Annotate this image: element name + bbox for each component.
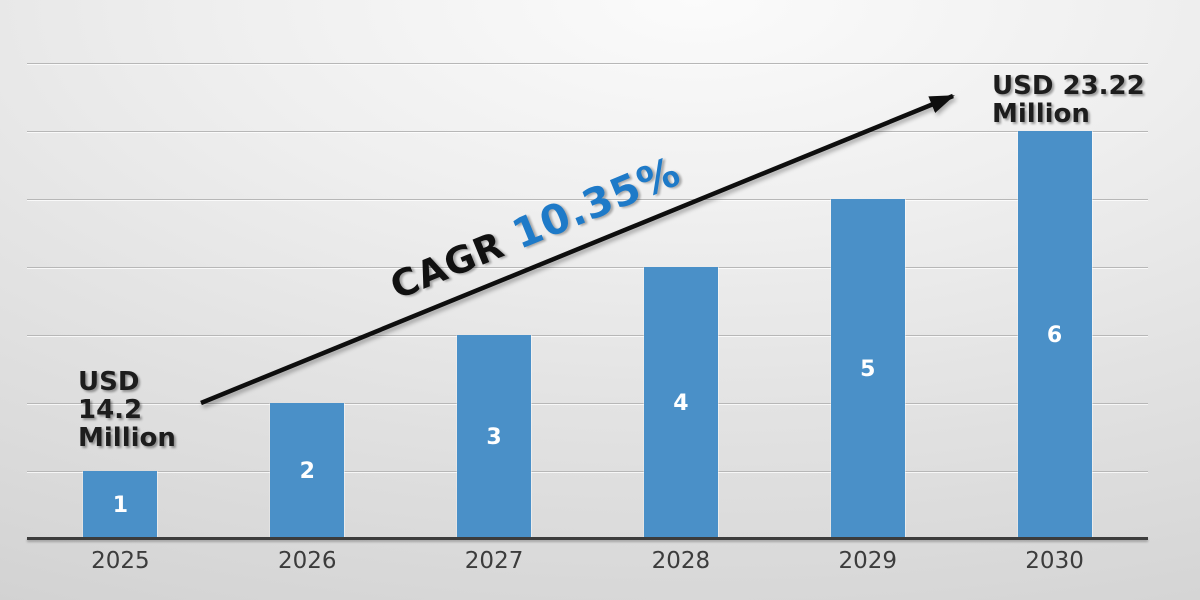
gridline <box>27 335 1148 336</box>
end-value-line1: USD 23.22 <box>992 71 1145 101</box>
start-value-annotation: USD 14.2 Million <box>78 368 176 452</box>
bar-value-label: 3 <box>486 424 502 450</box>
bar-2029: 5 <box>830 199 905 539</box>
bar-2025: 1 <box>83 471 158 539</box>
bar-value-label: 6 <box>1046 322 1063 348</box>
bar-value-label: 5 <box>860 356 876 382</box>
x-axis-line <box>27 537 1148 540</box>
bar-2028: 4 <box>643 267 718 539</box>
bar-2027: 3 <box>457 335 532 539</box>
gridline <box>27 131 1148 132</box>
gridline <box>27 267 1148 268</box>
x-axis-label-2025: 2025 <box>91 548 150 574</box>
arrow-line <box>200 93 955 406</box>
x-axis-label-2026: 2026 <box>277 548 337 574</box>
end-value-annotation: USD 23.22 Million <box>992 72 1145 128</box>
gridline <box>27 63 1148 64</box>
gridline <box>27 403 1148 404</box>
bar-value-label: 2 <box>299 458 315 484</box>
bar-2030: 6 <box>1017 131 1092 539</box>
end-value-line2: Million <box>992 99 1090 129</box>
start-value-line3: Million <box>78 423 176 453</box>
x-axis-label-2028: 2028 <box>651 548 711 574</box>
x-axis-label-2027: 2027 <box>464 548 524 574</box>
bar-2026: 2 <box>270 403 345 539</box>
x-axis-label-2030: 2030 <box>1025 548 1084 574</box>
start-value-line2: 14.2 <box>78 395 143 425</box>
bar-value-label: 4 <box>673 390 689 416</box>
bar-value-label: 1 <box>112 492 129 518</box>
gridline <box>27 199 1148 200</box>
gridline <box>27 471 1148 472</box>
x-axis-label-2029: 2029 <box>838 548 898 574</box>
start-value-line1: USD <box>78 367 140 397</box>
